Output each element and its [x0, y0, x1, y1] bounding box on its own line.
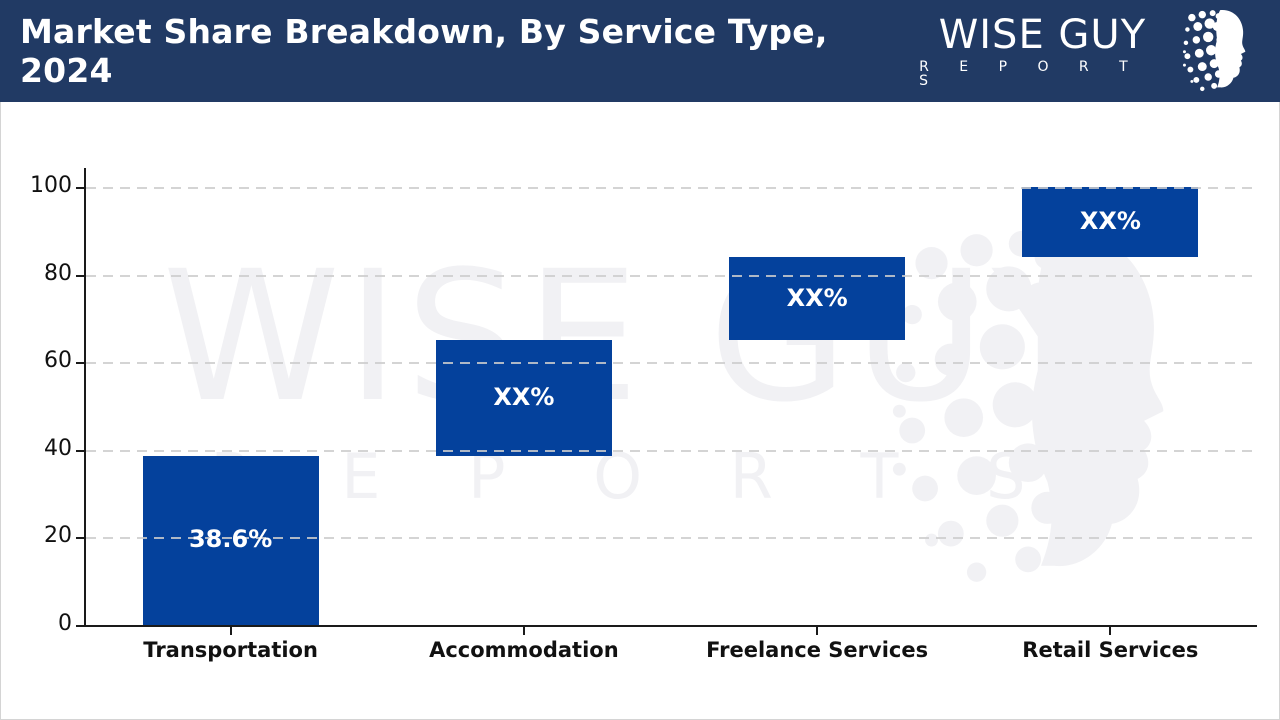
y-tick-mark	[76, 625, 84, 627]
logo-subtext: R E P O R T S	[919, 58, 1141, 89]
y-tick-label: 80	[44, 260, 72, 286]
page-title: Market Share Breakdown, By Service Type,…	[20, 12, 828, 90]
logo-text: WISE GUY R E P O R T S	[911, 15, 1174, 88]
x-tick-mark	[522, 627, 525, 635]
header: Market Share Breakdown, By Service Type,…	[0, 0, 1280, 102]
y-tick-label: 0	[58, 611, 72, 636]
y-tick-label: 20	[44, 523, 72, 549]
y-tick-mark	[76, 187, 84, 189]
waterfall-bar	[729, 257, 906, 341]
x-category-label: Accommodation	[429, 638, 619, 662]
gridline	[86, 449, 1257, 452]
bar-value-label: XX%	[1079, 207, 1141, 236]
gridline	[86, 362, 1257, 365]
y-tick-mark	[76, 449, 84, 452]
bar-value-label: XX%	[786, 283, 848, 312]
bar-value-label: 38.6%	[188, 525, 273, 554]
gridline	[86, 274, 1257, 277]
logo-wordmark: WISE GUY	[938, 11, 1147, 58]
x-axis-line	[84, 625, 1257, 627]
x-tick-mark	[229, 627, 232, 635]
gridline	[86, 187, 1257, 189]
wiseguy-head-icon	[1182, 10, 1246, 92]
x-category-label: Retail Services	[1022, 638, 1199, 662]
waterfall-bar	[142, 455, 319, 625]
gridline	[86, 537, 1257, 540]
y-tick-label: 40	[44, 435, 72, 461]
y-tick-label: 60	[44, 348, 72, 374]
x-tick-mark	[816, 627, 819, 635]
y-tick-mark	[76, 274, 84, 277]
y-axis-line	[84, 168, 86, 627]
y-tick-mark	[76, 537, 84, 540]
waterfall-bar	[435, 340, 612, 456]
wiseguy-logo: WISE GUY R E P O R T S	[911, 6, 1254, 96]
x-tick-mark	[1109, 627, 1112, 635]
watermark-head-icon	[892, 230, 1164, 582]
y-tick-mark	[76, 362, 84, 365]
x-category-label: Freelance Services	[706, 638, 929, 662]
x-category-label: Transportation	[143, 638, 318, 662]
y-tick-label: 100	[30, 173, 72, 198]
bar-value-label: XX%	[493, 383, 555, 412]
